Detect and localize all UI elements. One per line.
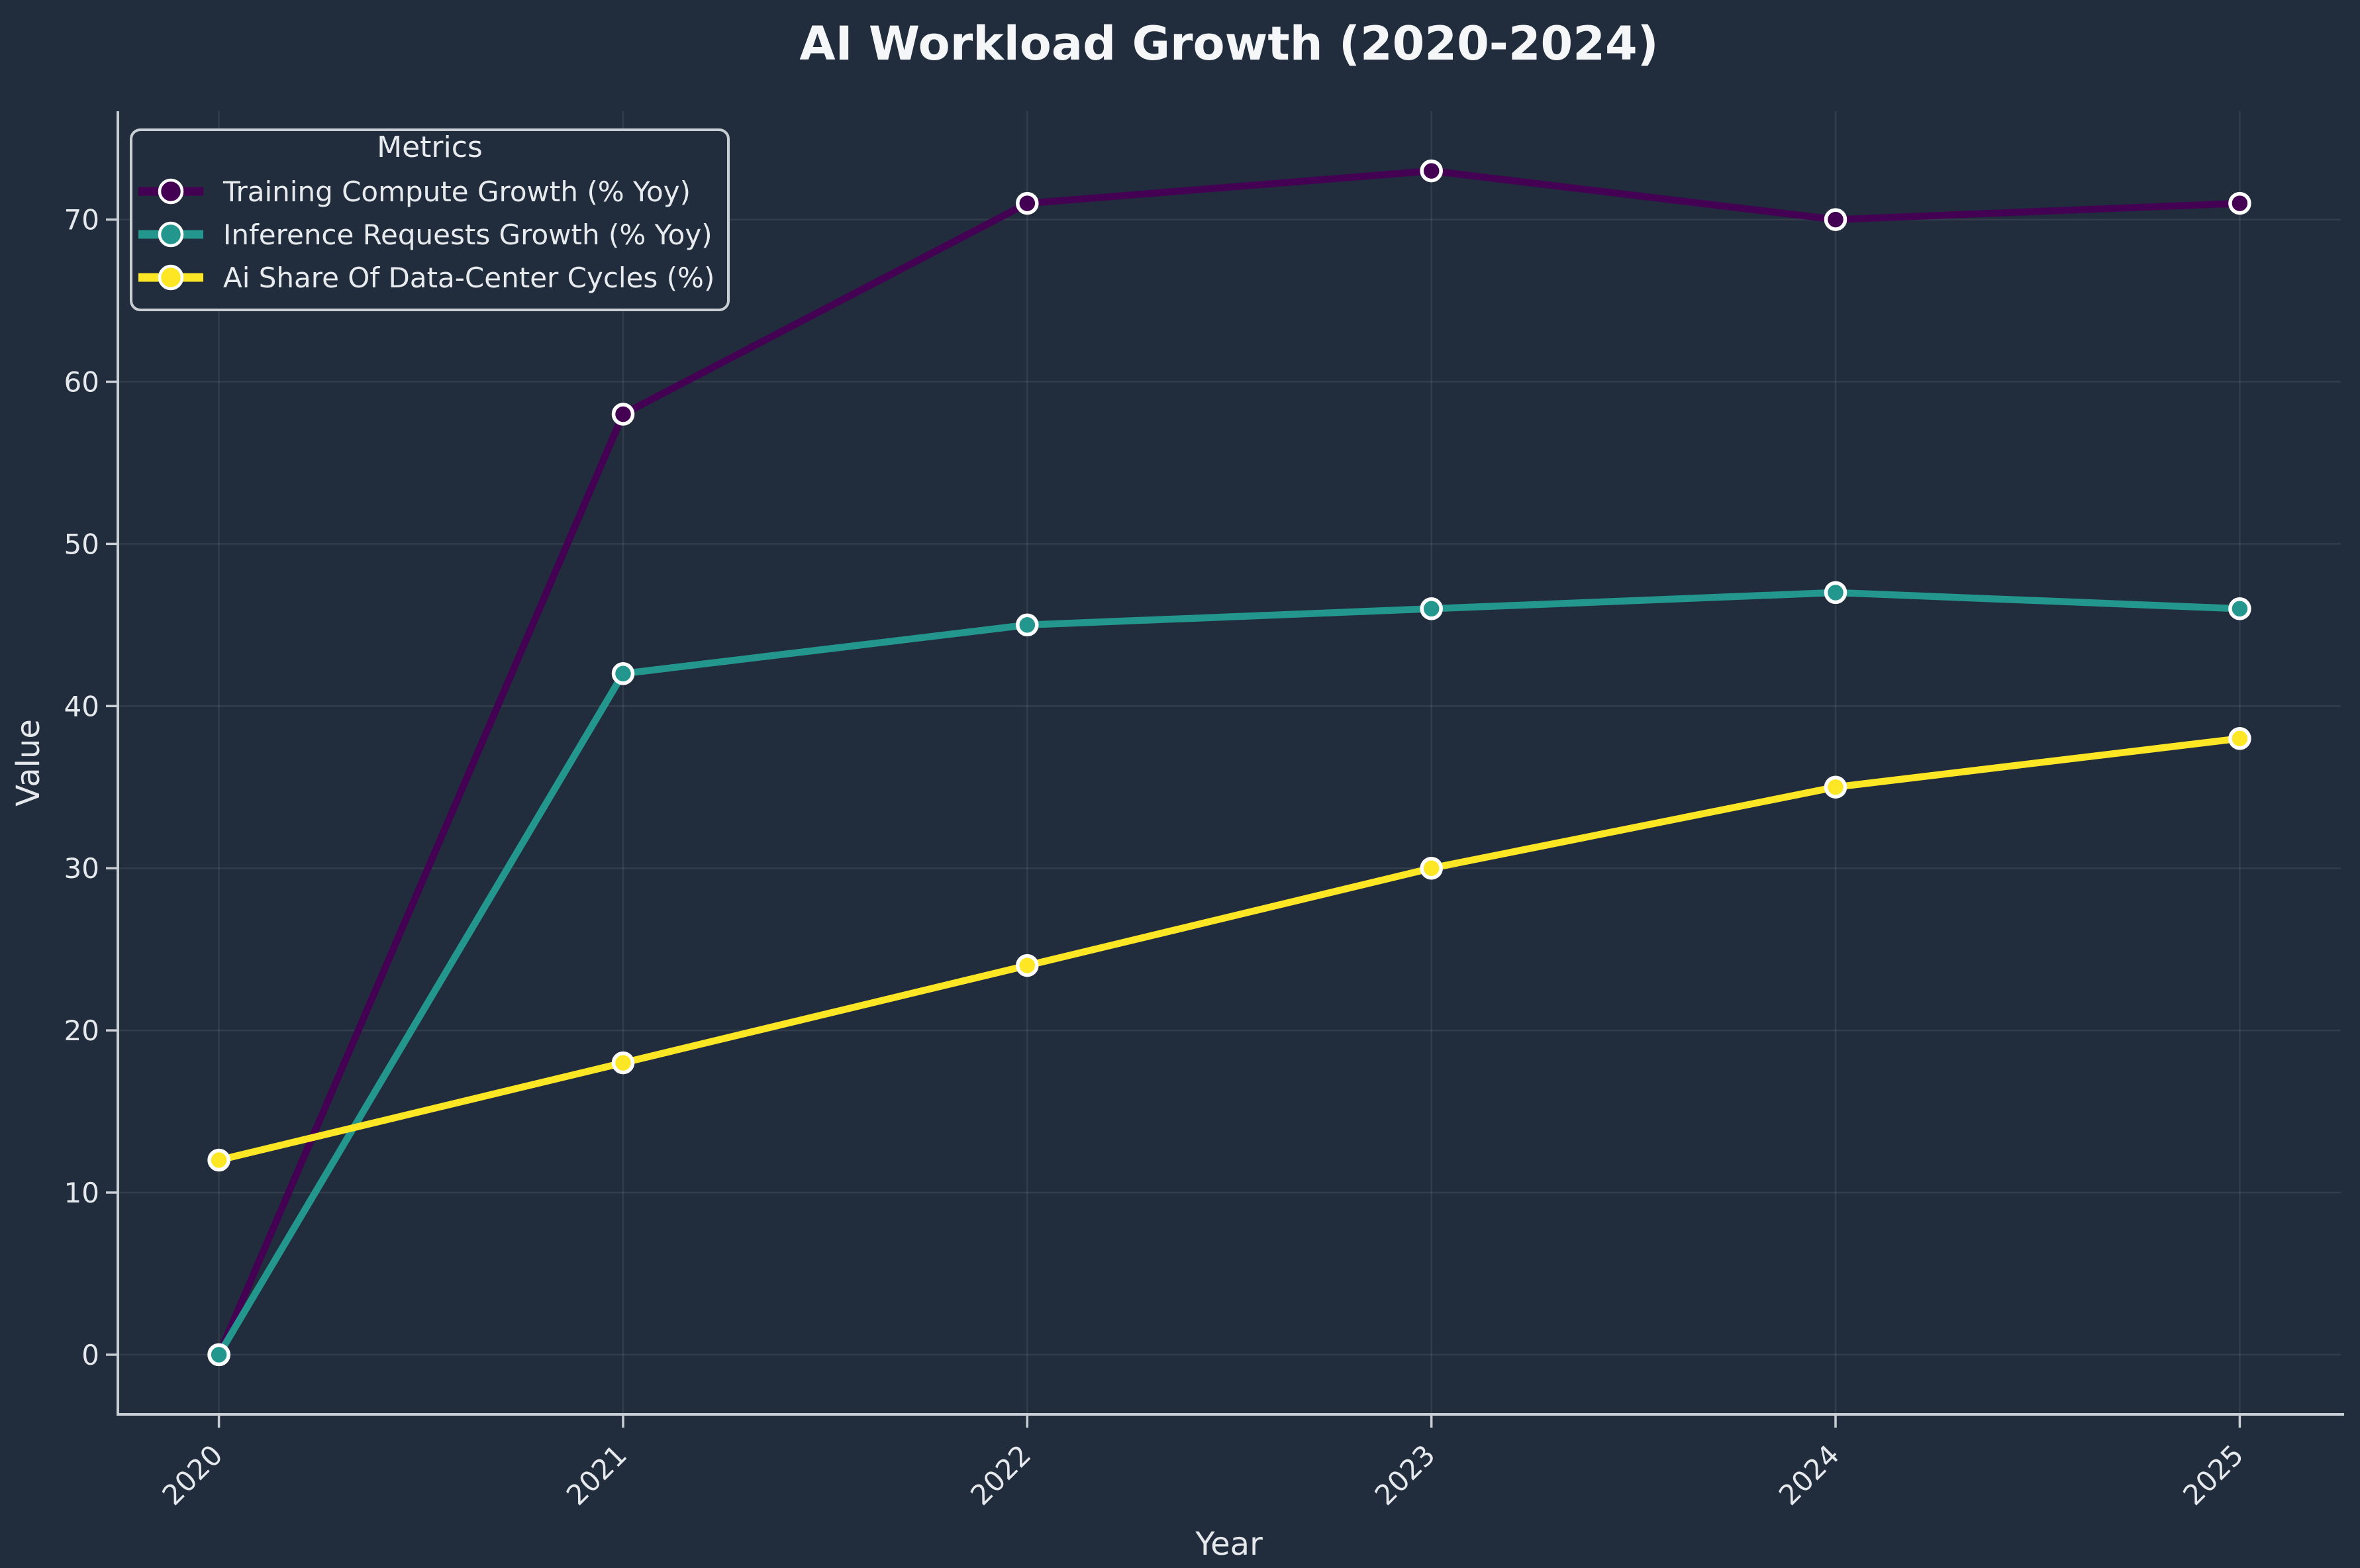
y-tick-label: 20 xyxy=(64,1014,99,1047)
data-point-marker xyxy=(611,1051,635,1075)
data-point-marker xyxy=(1016,613,1039,637)
data-point-marker xyxy=(611,403,635,426)
y-tick-label: 70 xyxy=(64,204,99,236)
series-line-1 xyxy=(215,589,2243,1359)
x-tick-label: 2022 xyxy=(964,1438,1037,1511)
series-lines xyxy=(215,167,2243,1359)
legend-item-inference: Inference Requests Growth (% Yoy) xyxy=(138,219,713,251)
series-markers xyxy=(207,159,2251,1367)
legend-item-ai-share: Ai Share Of Data-Center Cycles (%) xyxy=(138,262,714,294)
legend: Metrics Training Compute Growth (% Yoy) … xyxy=(130,128,730,311)
data-point-marker xyxy=(2228,191,2251,215)
x-tick-label: 2025 xyxy=(2177,1438,2249,1511)
x-tick-label: 2023 xyxy=(1369,1438,1442,1511)
legend-item-training: Training Compute Growth (% Yoy) xyxy=(138,175,691,208)
y-tick-label: 30 xyxy=(64,852,99,885)
legend-item-label: Training Compute Growth (% Yoy) xyxy=(222,175,691,208)
data-point-marker xyxy=(1420,597,1443,620)
data-point-marker xyxy=(1016,954,1039,977)
x-tick-label: 2020 xyxy=(156,1438,228,1511)
y-tick-label: 40 xyxy=(64,690,99,722)
data-point-marker xyxy=(1420,159,1443,183)
y-tick-label: 10 xyxy=(64,1177,99,1209)
y-tick-label: 60 xyxy=(64,366,99,399)
y-axis-ticks xyxy=(106,218,117,1356)
data-point-marker xyxy=(1824,581,1847,605)
gridlines xyxy=(118,111,2341,1414)
data-point-marker xyxy=(2228,597,2251,620)
legend-title: Metrics xyxy=(377,130,483,164)
data-point-marker xyxy=(1824,208,1847,231)
legend-item-label: Ai Share Of Data-Center Cycles (%) xyxy=(223,262,714,294)
x-tick-label: 2024 xyxy=(1773,1438,1845,1511)
data-point-marker xyxy=(1016,191,1039,215)
x-axis-label: Year xyxy=(1195,1526,1263,1563)
legend-marker xyxy=(158,264,184,291)
series-line-0 xyxy=(215,167,2243,1359)
data-point-marker xyxy=(611,662,635,685)
series-line-2 xyxy=(215,735,2243,1164)
legend-item-label: Inference Requests Growth (% Yoy) xyxy=(223,219,713,251)
x-axis-tick-labels: 2020 2021 2022 2023 2024 2025 xyxy=(156,1438,2249,1511)
y-tick-label: 0 xyxy=(81,1339,99,1371)
legend-marker xyxy=(158,178,184,205)
x-axis-ticks xyxy=(217,1416,2241,1428)
legend-box xyxy=(130,128,730,311)
data-point-marker xyxy=(207,1148,230,1172)
y-tick-label: 50 xyxy=(64,528,99,560)
chart-title: AI Workload Growth (2020-2024) xyxy=(799,17,1658,71)
data-point-marker xyxy=(1824,775,1847,799)
data-point-marker xyxy=(1420,856,1443,880)
y-axis-tick-labels: 0 10 20 30 40 50 60 70 xyxy=(64,204,99,1371)
legend-marker xyxy=(158,221,184,248)
data-point-marker xyxy=(207,1343,230,1367)
x-tick-label: 2021 xyxy=(560,1438,633,1511)
y-axis-label: Value xyxy=(10,719,47,807)
data-point-marker xyxy=(2228,727,2251,750)
